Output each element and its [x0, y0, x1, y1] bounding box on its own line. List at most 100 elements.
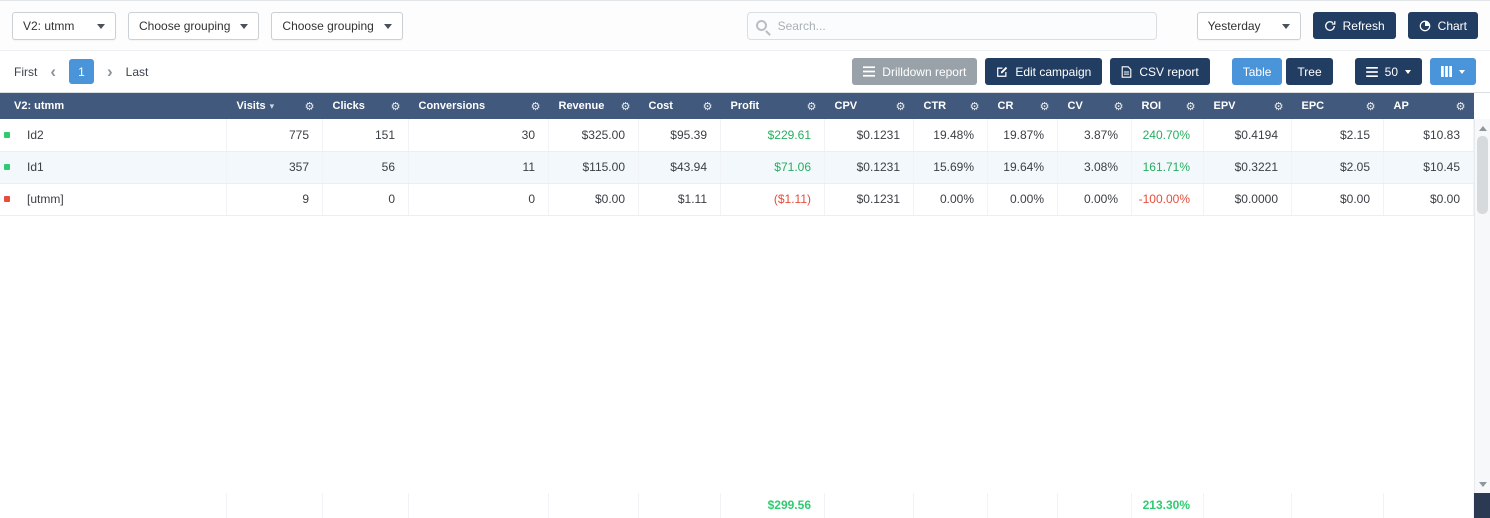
search-input[interactable]	[746, 11, 1157, 40]
row-name-cell[interactable]: Id2	[0, 119, 227, 152]
column-settings-gear-icon[interactable]: ⚙	[304, 99, 315, 113]
cell-cost: $95.39	[638, 119, 721, 152]
vertical-scrollbar[interactable]	[1474, 119, 1490, 493]
column-header-profit[interactable]: Profit ⚙	[720, 93, 825, 119]
campaign-select-value: V2: utmm	[23, 18, 75, 33]
cell-visits: 357	[226, 151, 323, 184]
scroll-up-arrow[interactable]	[1475, 120, 1490, 135]
campaign-select[interactable]: V2: utmm	[12, 11, 116, 40]
row-name-cell[interactable]: Id1	[0, 151, 227, 184]
row-name-cell[interactable]: [utmm]	[0, 183, 227, 216]
refresh-icon	[1324, 20, 1336, 32]
cell-profit: ($1.11)	[720, 183, 825, 216]
grouping-select-2[interactable]: Choose grouping	[271, 11, 403, 40]
column-settings-gear-icon[interactable]: ⚙	[969, 99, 980, 113]
chevron-right-icon[interactable]: ›	[107, 62, 113, 81]
total-conversions: 41	[408, 493, 549, 518]
cell-revenue: $0.00	[548, 183, 639, 216]
total-cpv: $0.1231	[824, 493, 914, 518]
row-name[interactable]: [utmm]	[27, 192, 64, 206]
column-header-cost[interactable]: Cost ⚙	[638, 93, 721, 119]
column-header-epc[interactable]: EPC ⚙	[1291, 93, 1384, 119]
column-header-roi[interactable]: ROI ⚙	[1131, 93, 1204, 119]
column-settings-gear-icon[interactable]: ⚙	[1039, 99, 1050, 113]
pagination-last[interactable]: Last	[125, 64, 149, 79]
total-epv: $0.3856	[1203, 493, 1292, 518]
table-row[interactable]: [utmm] 9 0 0 $0.00 $1.11 ($1.11) $0.1231 0.00% 0.…	[0, 183, 1474, 216]
total-cr: 19.81%	[987, 493, 1058, 518]
column-settings-gear-icon[interactable]: ⚙	[806, 99, 817, 113]
total-cv: 3.59%	[1057, 493, 1132, 518]
total-row: Total 1,141 207 41 $440.00 $140.44 $299.56 $0.1…	[0, 493, 1474, 518]
cell-roi: 240.70%	[1131, 119, 1204, 152]
pagination-first[interactable]: First	[14, 64, 38, 79]
column-header-cpv[interactable]: CPV ⚙	[824, 93, 914, 119]
column-settings-gear-icon[interactable]: ⚙	[530, 99, 541, 113]
chart-button[interactable]: Chart	[1407, 12, 1478, 39]
columns-button[interactable]	[1430, 58, 1476, 85]
column-settings-gear-icon[interactable]: ⚙	[390, 99, 401, 113]
column-header-cr[interactable]: CR ⚙	[987, 93, 1058, 119]
date-range-select[interactable]: Yesterday	[1196, 11, 1301, 40]
column-settings-gear-icon[interactable]: ⚙	[1273, 99, 1284, 113]
page-size-button[interactable]: 50	[1354, 58, 1422, 85]
row-name[interactable]: Id1	[27, 160, 44, 174]
cell-epv: $0.0000	[1203, 183, 1292, 216]
column-settings-gear-icon[interactable]: ⚙	[1365, 99, 1376, 113]
column-header-clicks[interactable]: Clicks ⚙	[322, 93, 409, 119]
drilldown-report-button[interactable]: Drilldown report	[852, 58, 978, 85]
report-table-region: V2: utmm Visits ▾ ⚙ Clicks ⚙ Conversions ⚙ Reven…	[0, 92, 1490, 518]
table-row[interactable]: Id1 357 56 11 $115.00 $43.94 $71.06 $0.1231 15.6…	[0, 151, 1474, 184]
cell-cr: 19.64%	[987, 151, 1058, 184]
csv-report-button[interactable]: CSV report	[1110, 58, 1210, 85]
cell-roi: 161.71%	[1131, 151, 1204, 184]
column-settings-gear-icon[interactable]: ⚙	[895, 99, 906, 113]
chevron-down-icon	[240, 23, 249, 33]
column-header-ctr[interactable]: CTR ⚙	[913, 93, 988, 119]
column-header-epv[interactable]: EPV ⚙	[1203, 93, 1292, 119]
tree-view-button[interactable]: Tree	[1286, 58, 1333, 85]
refresh-button[interactable]: Refresh	[1312, 12, 1396, 39]
total-bar: Total 1,141 207 41 $440.00 $140.44 $299.56 $0.1…	[0, 493, 1490, 518]
scrollbar-thumb[interactable]	[1477, 136, 1488, 214]
chevron-down-icon	[1281, 23, 1290, 33]
column-header-cv[interactable]: CV ⚙	[1057, 93, 1132, 119]
column-header-conversions[interactable]: Conversions ⚙	[408, 93, 549, 119]
table-row[interactable]: Id2 775 151 30 $325.00 $95.39 $229.61 $0.1231 19…	[0, 119, 1474, 152]
csv-report-label: CSV report	[1139, 64, 1199, 79]
column-settings-gear-icon[interactable]: ⚙	[1113, 99, 1124, 113]
cell-conversions: 0	[408, 183, 549, 216]
cell-ctr: 15.69%	[913, 151, 988, 184]
scroll-down-arrow[interactable]	[1475, 477, 1490, 492]
cell-ap: $0.00	[1383, 183, 1474, 216]
column-header-revenue[interactable]: Revenue ⚙	[548, 93, 639, 119]
cell-clicks: 56	[322, 151, 409, 184]
edit-campaign-button[interactable]: Edit campaign	[985, 58, 1103, 85]
status-indicator	[4, 164, 10, 170]
column-header-ap[interactable]: AP ⚙	[1383, 93, 1474, 119]
table-header-row: V2: utmm Visits ▾ ⚙ Clicks ⚙ Conversions ⚙ Reven…	[0, 93, 1474, 119]
cell-visits: 9	[226, 183, 323, 216]
column-settings-gear-icon[interactable]: ⚙	[1455, 99, 1466, 113]
row-name[interactable]: Id2	[27, 127, 44, 142]
column-settings-gear-icon[interactable]: ⚙	[620, 99, 631, 113]
column-header-visits[interactable]: Visits ▾ ⚙	[226, 93, 323, 119]
triangle-up-icon	[1478, 122, 1487, 131]
report-table: V2: utmm Visits ▾ ⚙ Clicks ⚙ Conversions ⚙ Reven…	[0, 93, 1474, 216]
chevron-left-icon[interactable]: ‹	[50, 62, 56, 81]
cell-cv: 0.00%	[1057, 183, 1132, 216]
column-header-name[interactable]: V2: utmm	[0, 93, 227, 119]
grouping-select-2-label: Choose grouping	[282, 18, 374, 33]
pagination-page-1[interactable]: 1	[69, 59, 94, 84]
column-label: EPC	[1301, 100, 1325, 112]
column-settings-gear-icon[interactable]: ⚙	[1185, 99, 1196, 113]
column-label: Cost	[648, 100, 673, 112]
grouping-select-1[interactable]: Choose grouping	[128, 11, 260, 40]
chevron-down-icon	[1459, 70, 1465, 77]
table-view-button[interactable]: Table	[1231, 58, 1283, 85]
column-settings-gear-icon[interactable]: ⚙	[702, 99, 713, 113]
refresh-label: Refresh	[1342, 18, 1385, 33]
cell-conversions: 11	[408, 151, 549, 184]
column-label: ROI	[1141, 100, 1162, 112]
cell-ctr: 19.48%	[913, 119, 988, 152]
